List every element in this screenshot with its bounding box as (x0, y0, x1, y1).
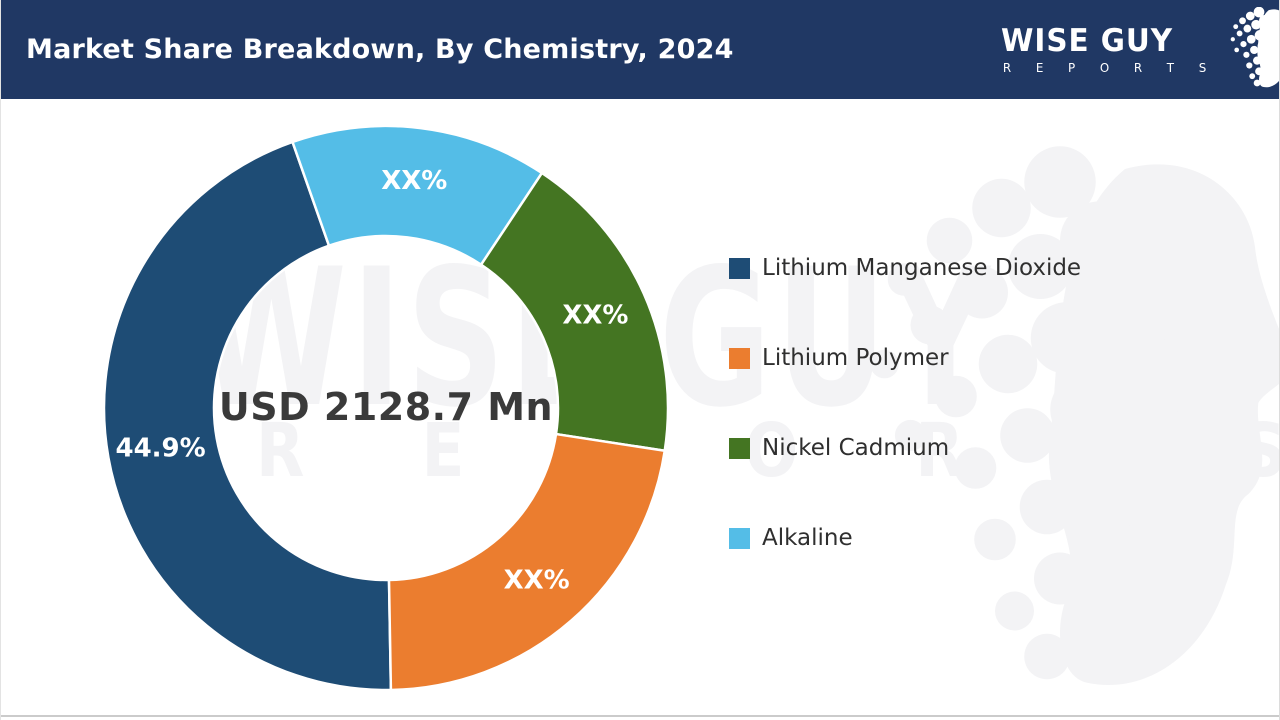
head-dot (1230, 37, 1235, 42)
head-dot (1265, 34, 1279, 48)
donut-chart: 44.9% XX% XX% XX% (102, 124, 670, 692)
legend-swatch (729, 437, 750, 459)
head-dot (1233, 24, 1239, 30)
logo-head-icon (1226, 6, 1279, 93)
head-dot (1236, 30, 1243, 37)
head-dot (1240, 41, 1247, 48)
head-profile-icon (1230, 6, 1279, 88)
donut-segment-label: XX% (562, 300, 628, 330)
logo-reports-text: R E P O R T S (1002, 60, 1217, 76)
legend-swatch (729, 527, 750, 549)
head-dot (1259, 14, 1271, 27)
head-dot (1239, 17, 1246, 25)
head-dot (1234, 47, 1240, 53)
head-dot (1243, 24, 1252, 33)
donut-segment-label: 44.9% (116, 433, 206, 463)
head-dot (1262, 24, 1276, 37)
head-dot (1245, 11, 1255, 21)
head-dot (1250, 45, 1259, 55)
legend-label: Nickel Cadmium (762, 435, 950, 461)
head-dot (1259, 73, 1269, 83)
head-dot (1266, 67, 1278, 79)
logo-text: WISE GUY R E P O R T S (1001, 25, 1217, 76)
donut-segment-lithium-polymer (387, 432, 666, 692)
head-dot (1251, 19, 1262, 30)
donut-segment-label: XX% (504, 565, 570, 595)
legend-item-lithium-manganese-dioxide: Lithium Manganese Dioxide (729, 255, 1082, 281)
bottom-divider (1, 715, 1279, 717)
head-dot (1255, 67, 1263, 76)
head-dot (1260, 51, 1272, 63)
legend-item-lithium-polymer: Lithium Polymer (729, 345, 1081, 371)
donut-segment-nickel-cadmium (479, 171, 670, 453)
head-dot (1257, 40, 1269, 52)
head-dot (1246, 34, 1256, 44)
legend-label: Lithium Manganese Dioxide (762, 255, 1082, 281)
head-dot (1253, 6, 1265, 18)
head-dot (1249, 73, 1256, 80)
legend-item-nickel-cadmium: Nickel Cadmium (729, 435, 1081, 461)
logo-wiseguy-text: WISE GUY (1001, 22, 1174, 59)
legend-label: Alkaline (762, 525, 853, 551)
donut-segment-label: XX% (381, 166, 447, 196)
legend-swatch (729, 257, 750, 279)
page-title: Market Share Breakdown, By Chemistry, 20… (26, 34, 734, 65)
legend-swatch (729, 347, 750, 369)
donut-center-value: USD 2128.7 Mn (218, 385, 554, 429)
head-dot (1268, 56, 1279, 69)
wise-guy-reports-logo: WISE GUY R E P O R T S (1001, 6, 1279, 94)
chart-area: 44.9% XX% XX% XX% USD 2128.7 Mn Lithium Man… (1, 99, 1279, 720)
legend-item-alkaline: Alkaline (729, 525, 1081, 551)
chart-legend: Lithium Manganese Dioxide Lithium Polymer… (729, 255, 1082, 616)
head-dot (1246, 62, 1253, 69)
head-dot (1253, 56, 1262, 65)
head-dot (1253, 79, 1261, 87)
head-dot (1243, 51, 1250, 58)
head-dot (1254, 30, 1266, 41)
donut-segment-lithium-manganese-dioxide (102, 140, 393, 692)
header-bar: Market Share Breakdown, By Chemistry, 20… (1, 0, 1279, 99)
legend-label: Lithium Polymer (762, 345, 949, 371)
